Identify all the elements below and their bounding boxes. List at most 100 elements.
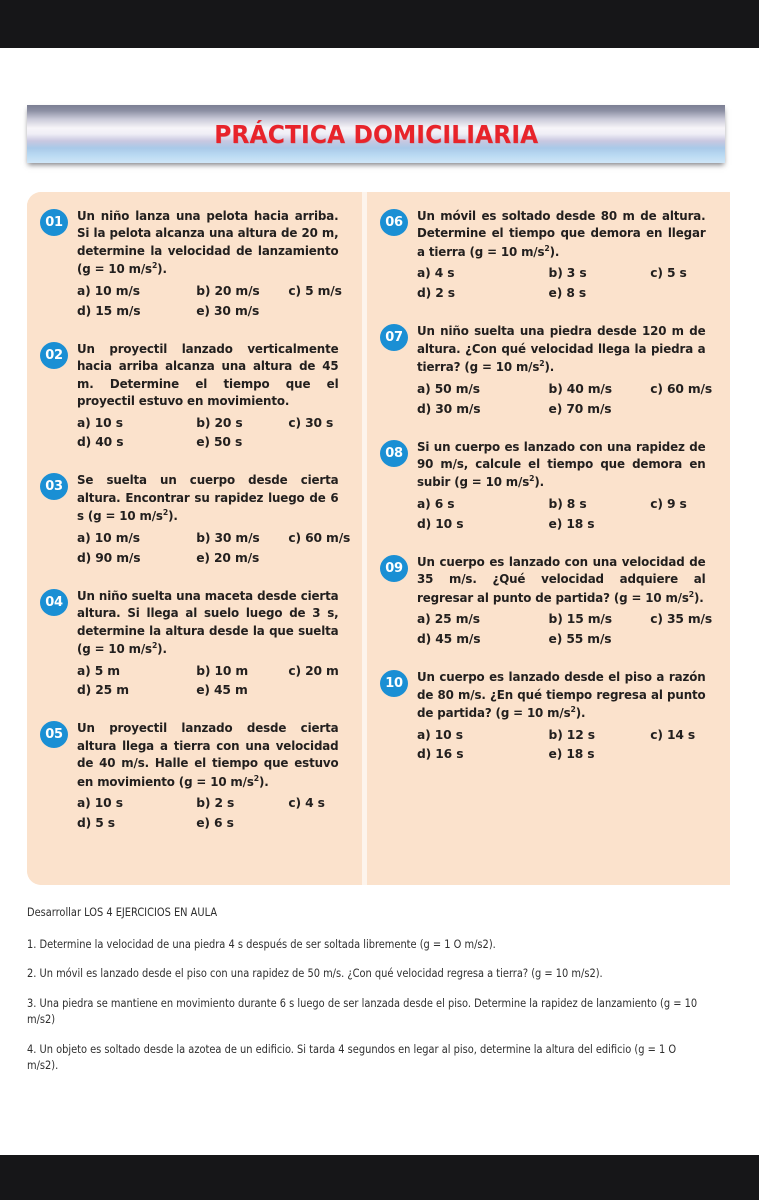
option-b[interactable]: b) 10 m bbox=[196, 663, 249, 678]
problem-statement: Un proyectil lanzado desde cierta altura… bbox=[77, 721, 339, 789]
option-d[interactable]: d) 30 m/s bbox=[417, 401, 481, 416]
problem-statement: Un cuerpo es lanzado desde el piso a raz… bbox=[417, 670, 706, 721]
problem-options: a) 10 s b) 2 s c) 4 s d) 5 s e) 6 s bbox=[77, 794, 348, 834]
problem-item: 04 Un niño suelta una maceta desde cierta… bbox=[37, 582, 350, 708]
option-row: a) 25 m/s b) 15 m/s c) 35 m/s bbox=[417, 610, 716, 630]
option-e[interactable]: e) 8 s bbox=[548, 286, 587, 301]
option-d[interactable]: d) 40 s bbox=[77, 435, 124, 450]
problem-options: a) 10 m/s b) 20 m/s c) 5 m/s d) 15 m/s e) 30… bbox=[77, 282, 348, 322]
option-row: d) 90 m/s e) 20 m/s bbox=[77, 549, 348, 569]
column-divider bbox=[362, 192, 367, 885]
option-row: d) 10 s e) 18 s bbox=[417, 515, 716, 535]
problem-number-badge: 03 bbox=[40, 473, 68, 501]
option-a[interactable]: a) 10 m/s bbox=[77, 283, 140, 298]
problem-number-badge: 06 bbox=[380, 209, 408, 236]
option-d[interactable]: d) 45 m/s bbox=[417, 632, 481, 647]
option-c[interactable]: c) 30 s bbox=[288, 415, 334, 430]
problem-item: 02 Un proyectil lanzado verticalmente hac… bbox=[37, 335, 350, 460]
option-row: a) 10 m/s b) 20 m/s c) 5 m/s bbox=[77, 282, 348, 302]
option-b[interactable]: b) 30 m/s bbox=[196, 530, 260, 545]
option-c[interactable]: c) 35 m/s bbox=[650, 612, 713, 627]
option-b[interactable]: b) 20 s bbox=[196, 415, 243, 430]
option-row: a) 4 s b) 3 s c) 5 s bbox=[417, 264, 716, 284]
homework-item: 1. Determine la velocidad de una piedra … bbox=[27, 936, 496, 951]
problem-item: 10 Un cuerpo es lanzado desde el piso a r… bbox=[377, 663, 718, 771]
problem-number-badge: 01 bbox=[40, 209, 68, 236]
homework-item: 4. Un objeto es soltado desde la azotea … bbox=[27, 1041, 677, 1073]
option-d[interactable]: d) 15 m/s bbox=[77, 303, 141, 318]
option-row: d) 40 s e) 50 s bbox=[77, 433, 348, 453]
option-a[interactable]: a) 10 s bbox=[417, 727, 463, 742]
problem-number-badge: 10 bbox=[380, 670, 408, 698]
problem-number-badge: 04 bbox=[40, 588, 68, 616]
option-row: a) 10 s b) 20 s c) 30 s bbox=[77, 414, 348, 434]
option-b[interactable]: b) 20 m/s bbox=[196, 283, 260, 298]
problem-options: a) 10 m/s b) 30 m/s c) 60 m/s d) 90 m/s e) 2… bbox=[77, 529, 351, 569]
problem-options: a) 10 s b) 12 s c) 14 s d) 16 s e) 18 s bbox=[417, 726, 716, 766]
option-row: a) 10 m/s b) 30 m/s c) 60 m/s bbox=[77, 529, 351, 549]
option-a[interactable]: a) 10 m/s bbox=[77, 530, 140, 545]
option-b[interactable]: b) 2 s bbox=[196, 796, 235, 811]
option-e[interactable]: e) 18 s bbox=[548, 747, 595, 762]
problem-number-badge: 02 bbox=[40, 341, 68, 369]
problem-statement: Un cuerpo es lanzado con una velocidad d… bbox=[417, 554, 706, 605]
option-d[interactable]: d) 10 s bbox=[417, 516, 464, 531]
problem-statement: Un móvil es soltado desde 80 m de altura… bbox=[417, 209, 706, 259]
option-d[interactable]: d) 5 s bbox=[77, 816, 115, 831]
option-e[interactable]: e) 30 m/s bbox=[196, 303, 260, 318]
option-c[interactable]: c) 5 s bbox=[650, 266, 687, 281]
document-page: PRÁCTICA DOMICILIARIA 01 Un niño lanza un… bbox=[0, 48, 759, 1155]
option-a[interactable]: a) 10 s bbox=[77, 796, 123, 811]
option-row: d) 16 s e) 18 s bbox=[417, 745, 716, 765]
option-a[interactable]: a) 25 m/s bbox=[417, 612, 480, 627]
problem-options: a) 5 m b) 10 m c) 20 m d) 25 m e) 45 m bbox=[77, 662, 348, 702]
option-a[interactable]: a) 50 m/s bbox=[417, 381, 480, 396]
option-e[interactable]: e) 20 m/s bbox=[196, 550, 260, 565]
option-a[interactable]: a) 6 s bbox=[417, 496, 455, 511]
option-d[interactable]: d) 16 s bbox=[417, 747, 464, 762]
option-b[interactable]: b) 15 m/s bbox=[548, 612, 613, 627]
option-b[interactable]: b) 3 s bbox=[548, 266, 587, 281]
option-row: a) 10 s b) 12 s c) 14 s bbox=[417, 726, 716, 746]
option-c[interactable]: c) 14 s bbox=[650, 727, 696, 742]
problem-statement: Si un cuerpo es lanzado con una rapidez … bbox=[417, 439, 706, 490]
option-e[interactable]: e) 55 m/s bbox=[548, 632, 612, 647]
exercise-panel: 01 Un niño lanza una pelota hacia arriba.… bbox=[27, 192, 730, 885]
option-d[interactable]: d) 2 s bbox=[417, 286, 455, 301]
homework-section: Desarrollar LOS 4 EJERCICIOS EN AULA 1. … bbox=[27, 904, 733, 1087]
option-c[interactable]: c) 5 m/s bbox=[288, 283, 342, 298]
option-b[interactable]: b) 8 s bbox=[548, 496, 587, 511]
problem-number-badge: 05 bbox=[40, 721, 68, 749]
option-c[interactable]: c) 4 s bbox=[288, 796, 325, 811]
problem-options: a) 6 s b) 8 s c) 9 s d) 10 s e) 18 s bbox=[417, 495, 716, 535]
option-c[interactable]: c) 60 m/s bbox=[650, 381, 713, 396]
option-e[interactable]: e) 50 s bbox=[196, 435, 243, 450]
exercise-column-right: 06 Un móvil es soltado desde 80 m de altu… bbox=[367, 192, 730, 885]
option-e[interactable]: e) 70 m/s bbox=[548, 401, 612, 416]
homework-item: 2. Un móvil es lanzado desde el piso con… bbox=[27, 966, 603, 981]
problem-item: 09 Un cuerpo es lanzado con una velocidad… bbox=[377, 548, 718, 656]
option-d[interactable]: d) 90 m/s bbox=[77, 550, 141, 565]
option-c[interactable]: c) 9 s bbox=[650, 496, 687, 511]
problem-statement: Un niño suelta una piedra desde 120 m de… bbox=[417, 324, 706, 375]
option-a[interactable]: a) 5 m bbox=[77, 663, 120, 678]
option-e[interactable]: e) 45 m bbox=[196, 683, 248, 698]
problem-item: 03 Se suelta un cuerpo desde cierta altur… bbox=[37, 466, 350, 574]
option-e[interactable]: e) 6 s bbox=[196, 816, 234, 831]
option-c[interactable]: c) 60 m/s bbox=[288, 530, 351, 545]
option-d[interactable]: d) 25 m bbox=[77, 683, 129, 698]
problem-statement: Un proyectil lanzado verticalmente hacia… bbox=[77, 341, 339, 409]
problem-options: a) 10 s b) 20 s c) 30 s d) 40 s e) 50 s bbox=[77, 414, 348, 454]
option-row: a) 6 s b) 8 s c) 9 s bbox=[417, 495, 716, 515]
section-title-banner: PRÁCTICA DOMICILIARIA bbox=[27, 105, 725, 163]
option-b[interactable]: b) 40 m/s bbox=[548, 381, 613, 396]
option-b[interactable]: b) 12 s bbox=[548, 727, 596, 742]
option-a[interactable]: a) 4 s bbox=[417, 266, 455, 281]
option-e[interactable]: e) 18 s bbox=[548, 516, 595, 531]
option-a[interactable]: a) 10 s bbox=[77, 415, 123, 430]
option-c[interactable]: c) 20 m bbox=[288, 663, 339, 678]
problem-item: 06 Un móvil es soltado desde 80 m de altu… bbox=[377, 202, 718, 310]
option-row: d) 5 s e) 6 s bbox=[77, 814, 348, 834]
option-row: d) 45 m/s e) 55 m/s bbox=[417, 630, 716, 650]
